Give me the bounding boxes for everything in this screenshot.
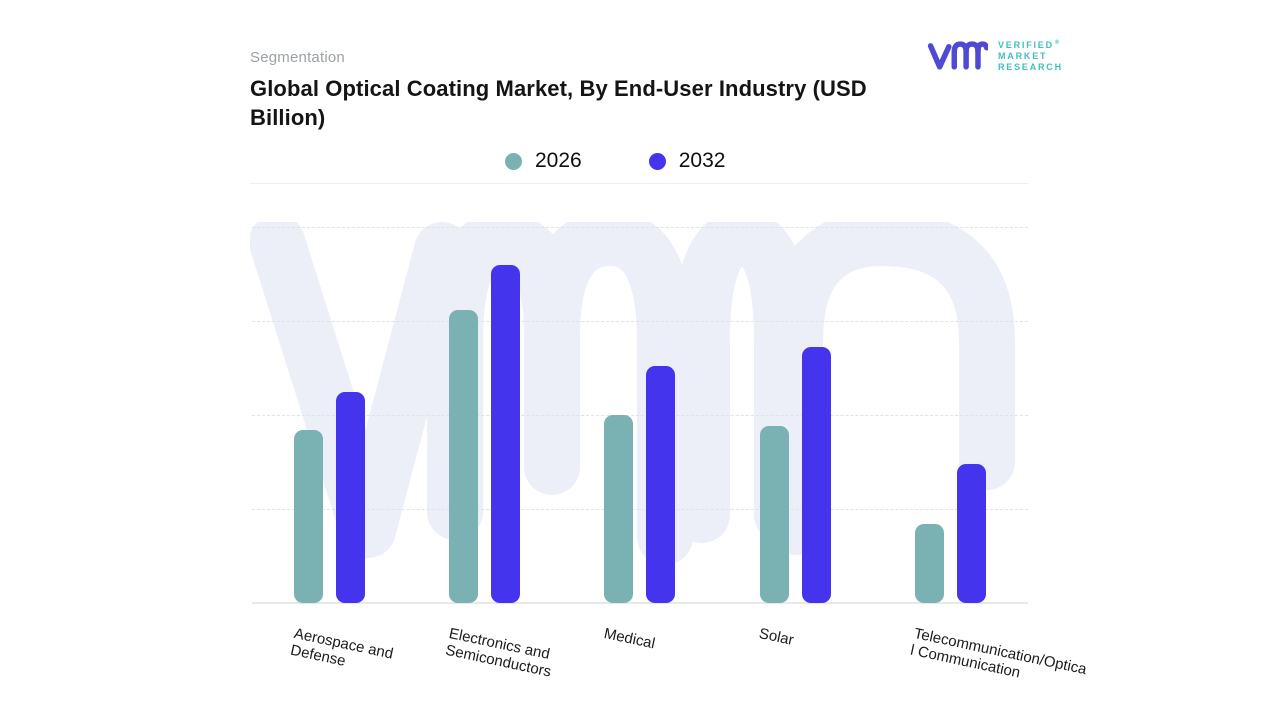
bar-groups — [252, 227, 1028, 603]
plot-area — [252, 227, 1028, 604]
bar-group-solar — [759, 227, 831, 603]
vmr-logo: VERIFIED® MARKET RESEARCH — [926, 34, 1063, 76]
gridline-50 — [252, 415, 1028, 416]
bar-group-medical — [604, 227, 676, 603]
legend-label-2026: 2026 — [535, 149, 582, 172]
x-axis-label-telecommunication-optical-communication: Telecommunication/Optica l Communication — [909, 625, 1089, 682]
bar-2026-telecommunication-optical-communication — [914, 524, 944, 603]
gridline-75 — [252, 321, 1028, 322]
logo-line-verified: VERIFIED® — [998, 39, 1060, 50]
bar-group-telecommunication-optical-communication — [914, 227, 986, 603]
bar-2032-medical — [646, 366, 676, 603]
chart-title: Global Optical Coating Market, By End-Us… — [250, 76, 867, 130]
x-axis-label-aerospace-and-defense: Aerospace and Defense — [288, 625, 395, 670]
x-axis-line — [252, 602, 1028, 604]
legend-dot-2026 — [505, 152, 522, 170]
legend-item-2026: 2026 — [505, 149, 582, 173]
legend-label-2032: 2032 — [678, 149, 726, 172]
bar-2032-electronics-and-semiconductors — [491, 264, 521, 603]
bar-2026-solar — [759, 426, 789, 603]
gridline-100 — [252, 227, 1028, 228]
x-axis-label-electronics-and-semiconductors: Electronics and Semiconductors — [443, 625, 553, 681]
bar-2026-electronics-and-semiconductors — [449, 309, 479, 603]
bar-2032-aerospace-and-defense — [336, 392, 366, 603]
x-axis-label-medical: Medical — [602, 625, 657, 653]
eyebrow-label: Segmentation — [250, 49, 345, 66]
vmr-logo-glyph — [927, 41, 988, 70]
gridline-25 — [252, 509, 1028, 510]
x-axis-label-solar: Solar — [757, 625, 796, 649]
header-divider — [250, 183, 1028, 184]
registered-mark: ® — [1054, 39, 1060, 46]
vmr-logo-text: VERIFIED® MARKET RESEARCH — [998, 39, 1063, 72]
legend: 2026 2032 — [505, 149, 725, 173]
bar-2026-aerospace-and-defense — [294, 430, 324, 603]
bar-group-electronics-and-semiconductors — [449, 227, 521, 603]
bar-2032-telecommunication-optical-communication — [956, 463, 986, 603]
legend-dot-2032 — [648, 152, 666, 170]
logo-line-research: RESEARCH — [998, 61, 1063, 72]
bar-2026-medical — [604, 415, 634, 603]
bar-group-aerospace-and-defense — [294, 227, 366, 603]
legend-item-2032: 2032 — [648, 149, 726, 173]
logo-line-market: MARKET — [998, 50, 1048, 61]
bar-2032-solar — [801, 347, 831, 603]
